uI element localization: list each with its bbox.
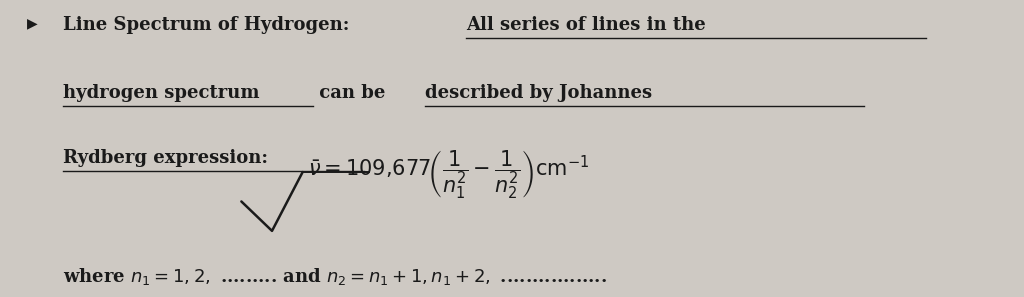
Text: where $n_1 = 1, 2,$ ......... and $n_2 = n_1 + 1, n_1 + 2,$ .................: where $n_1 = 1, 2,$ ......... and $n_2 =… — [62, 266, 607, 287]
Text: described by Johannes: described by Johannes — [425, 84, 652, 102]
Text: Line Spectrum of Hydrogen:: Line Spectrum of Hydrogen: — [62, 16, 349, 34]
Text: ▶: ▶ — [27, 16, 38, 30]
Text: All series of lines in the: All series of lines in the — [466, 16, 706, 34]
Text: $\bar{\nu} = 109{,}677\!\left(\dfrac{1}{n_1^2} - \dfrac{1}{n_2^2}\right)\mathrm{: $\bar{\nu} = 109{,}677\!\left(\dfrac{1}{… — [308, 148, 589, 200]
Text: hydrogen spectrum: hydrogen spectrum — [62, 84, 259, 102]
Text: can be: can be — [313, 84, 391, 102]
Text: Rydberg expression:: Rydberg expression: — [62, 148, 267, 167]
